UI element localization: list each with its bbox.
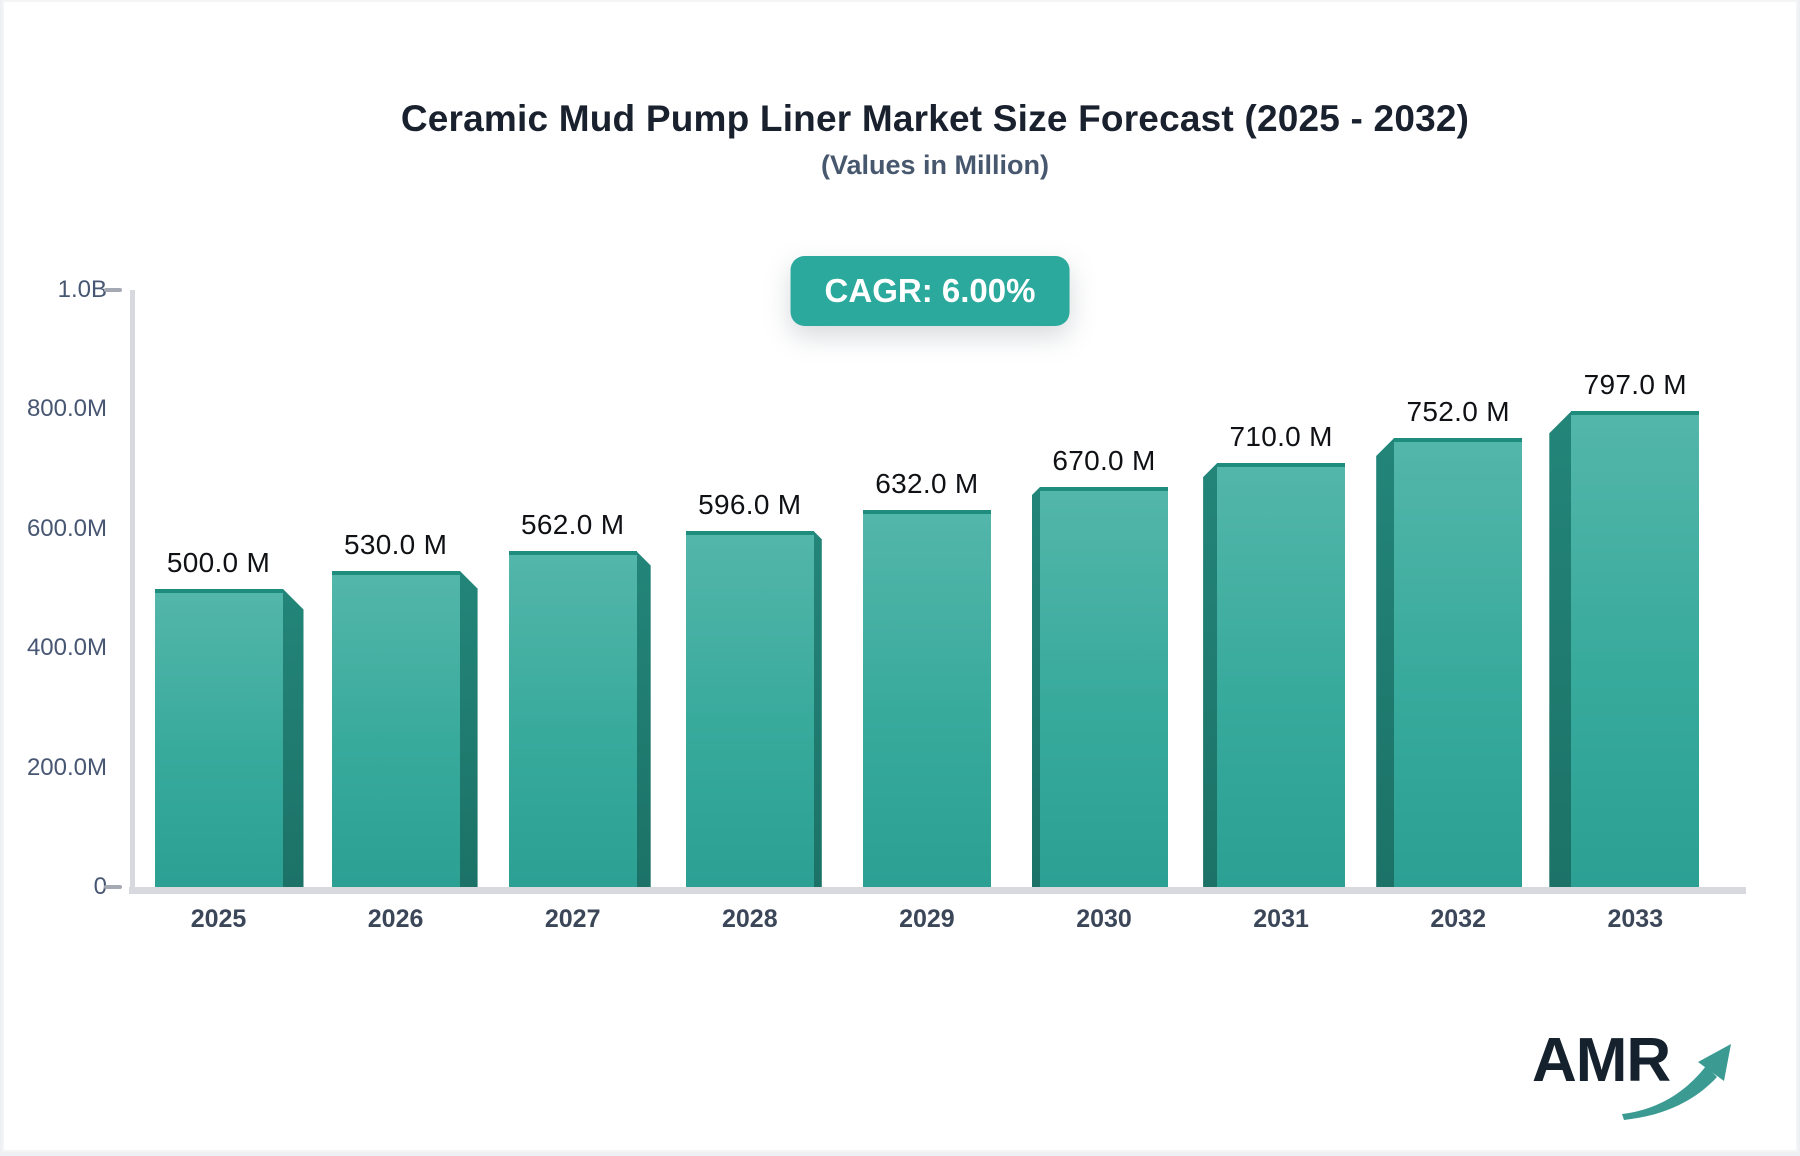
amr-logo: AMR: [1532, 1026, 1731, 1125]
y-axis-label: 800.0M: [26, 395, 107, 423]
y-axis-line: [130, 290, 135, 892]
y-axis-label: 1.0B: [57, 276, 107, 303]
bar-side-shadow: [1203, 463, 1218, 887]
bar-value-label: 500.0 M: [166, 546, 271, 578]
bar: [1571, 411, 1700, 887]
x-axis-label: 2031: [1253, 905, 1309, 933]
bar-value-label: 632.0 M: [875, 467, 979, 499]
growth-arrow-icon: [1622, 1044, 1731, 1120]
bar-value-label: 752.0 M: [1406, 396, 1510, 428]
amr-logo-text: AMR: [1532, 1026, 1671, 1095]
bar-value-label: 596.0 M: [698, 489, 802, 521]
x-axis-label: 2026: [367, 905, 424, 933]
x-axis-line: [129, 887, 1746, 894]
x-axis-label: 2029: [899, 905, 955, 933]
bar: [1217, 463, 1346, 887]
x-axis-label: 2027: [544, 905, 601, 933]
x-axis-label: 2030: [1076, 905, 1132, 933]
y-axis-label: 600.0M: [26, 514, 107, 542]
y-axis-tick: [104, 885, 122, 889]
bar-side-shadow: [459, 570, 478, 887]
bar: [685, 531, 814, 887]
bar-side-shadow: [1032, 487, 1040, 887]
x-axis-label: 2032: [1430, 905, 1486, 933]
y-axis-label: 200.0M: [26, 753, 107, 781]
bar-side-shadow: [636, 551, 651, 887]
y-axis-label: 400.0M: [26, 634, 107, 662]
x-axis-label: 2028: [721, 905, 778, 933]
bar-chart-plot: 1.0B 800.0M 600.0M 400.0M 200.0M 0 500.0 M 2025…: [4, 2, 1796, 1150]
bar: [154, 588, 283, 887]
y-axis-tick: [104, 288, 122, 292]
bar-value-label: 797.0 M: [1583, 369, 1687, 401]
cagr-badge: CAGR: 6.00%: [790, 256, 1070, 326]
bar-side-shadow: [282, 588, 304, 887]
bar-side-shadow: [1549, 411, 1572, 887]
bar-value-label: 670.0 M: [1052, 445, 1156, 476]
bar-side-shadow: [1376, 438, 1395, 887]
chart-title: Ceramic Mud Pump Liner Market Size Forec…: [400, 98, 1470, 139]
x-axis-label: 2025: [190, 905, 247, 933]
bar: [862, 509, 991, 887]
bar: [1394, 438, 1523, 887]
bar-side-shadow: [813, 531, 822, 887]
chart-subtitle: (Values in Million): [820, 150, 1050, 180]
bar-value-label: 530.0 M: [343, 528, 448, 560]
cagr-badge-label: CAGR: 6.00%: [824, 272, 1036, 309]
y-axis-label: 0: [93, 873, 107, 900]
x-axis-label: 2033: [1607, 905, 1664, 933]
bar: [1040, 487, 1168, 887]
bar-value-label: 710.0 M: [1229, 421, 1333, 453]
bar-value-label: 562.0 M: [521, 509, 625, 541]
bar: [508, 551, 637, 887]
bar: [331, 570, 460, 887]
